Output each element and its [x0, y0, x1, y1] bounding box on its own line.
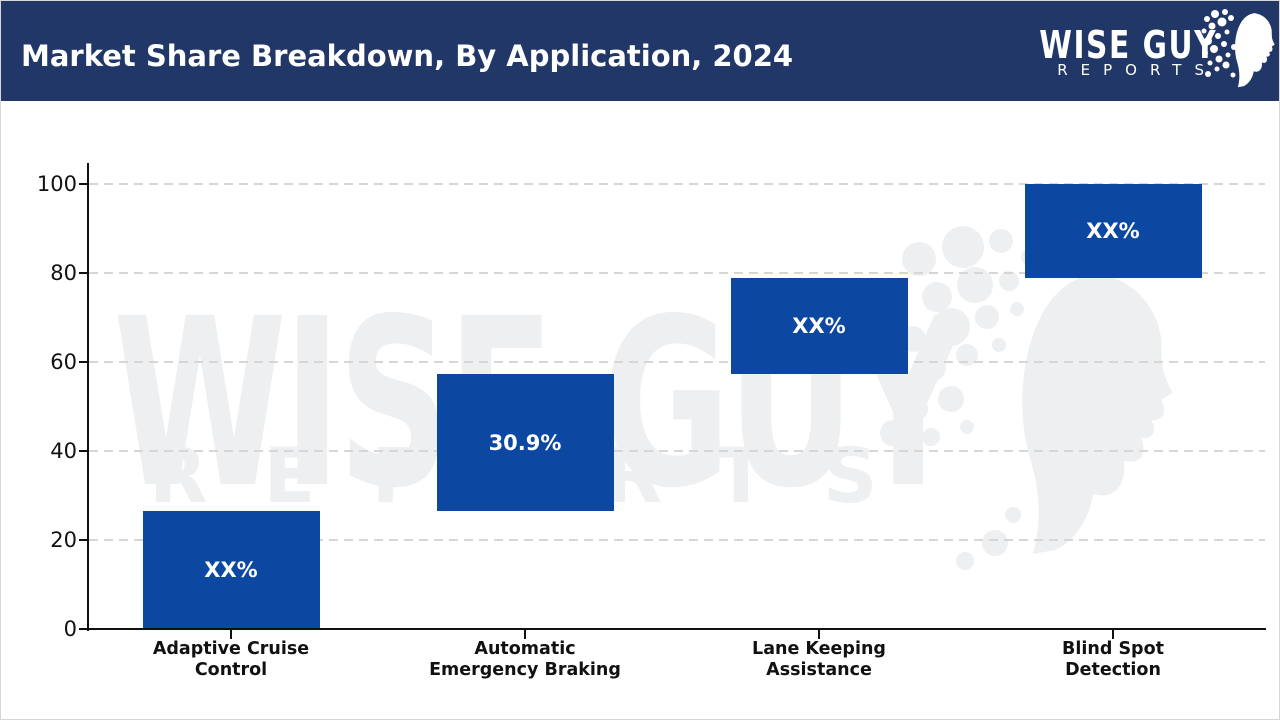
gridline: [89, 539, 1265, 541]
bar: 30.9%: [436, 374, 614, 511]
bar: XX%: [1024, 184, 1202, 278]
dots-face-icon: [1201, 9, 1275, 88]
bar-value-label: 30.9%: [488, 430, 562, 455]
gridline: [89, 450, 1265, 452]
x-tick-mark: [524, 630, 526, 639]
y-tick-label: 60: [50, 350, 77, 374]
y-tick-label: 20: [50, 528, 77, 552]
x-category-label: Adaptive Cruise Control: [152, 639, 310, 680]
y-tick-label: 80: [50, 261, 77, 285]
page-title: Market Share Breakdown, By Application, …: [21, 39, 794, 73]
y-tick-mark: [79, 183, 88, 185]
y-tick-mark: [79, 272, 88, 274]
x-tick-mark: [1112, 630, 1114, 639]
y-tick-mark: [79, 450, 88, 452]
y-axis-line: [87, 163, 89, 631]
x-category-label: Automatic Emergency Braking: [429, 639, 621, 680]
x-category-label: Blind Spot Detection: [1062, 639, 1164, 680]
x-tick-mark: [230, 630, 232, 639]
bar-value-label: XX%: [1086, 219, 1140, 243]
x-axis-line: [87, 628, 1266, 630]
gridline: [89, 272, 1265, 274]
y-tick-mark: [79, 361, 88, 363]
gridline: [89, 183, 1265, 185]
y-tick-label: 0: [63, 617, 77, 641]
watermark-dots-face-icon: [880, 226, 1173, 570]
y-tick-label: 100: [36, 172, 77, 196]
header-bar: Market Share Breakdown, By Application, …: [1, 1, 1279, 101]
y-tick-mark: [79, 628, 88, 630]
y-tick-label: 40: [50, 439, 77, 463]
bar-value-label: XX%: [204, 558, 258, 582]
logo-tagline: REPORTS: [1057, 61, 1217, 79]
y-tick-mark: [79, 539, 88, 541]
bar-value-label: XX%: [792, 314, 846, 338]
logo-wordmark: WISE GUY: [1039, 23, 1217, 67]
bar: XX%: [730, 278, 908, 374]
x-category-label: Lane Keeping Assistance: [752, 639, 886, 680]
bar: XX%: [142, 511, 320, 629]
gridline: [89, 361, 1265, 363]
x-tick-mark: [818, 630, 820, 639]
